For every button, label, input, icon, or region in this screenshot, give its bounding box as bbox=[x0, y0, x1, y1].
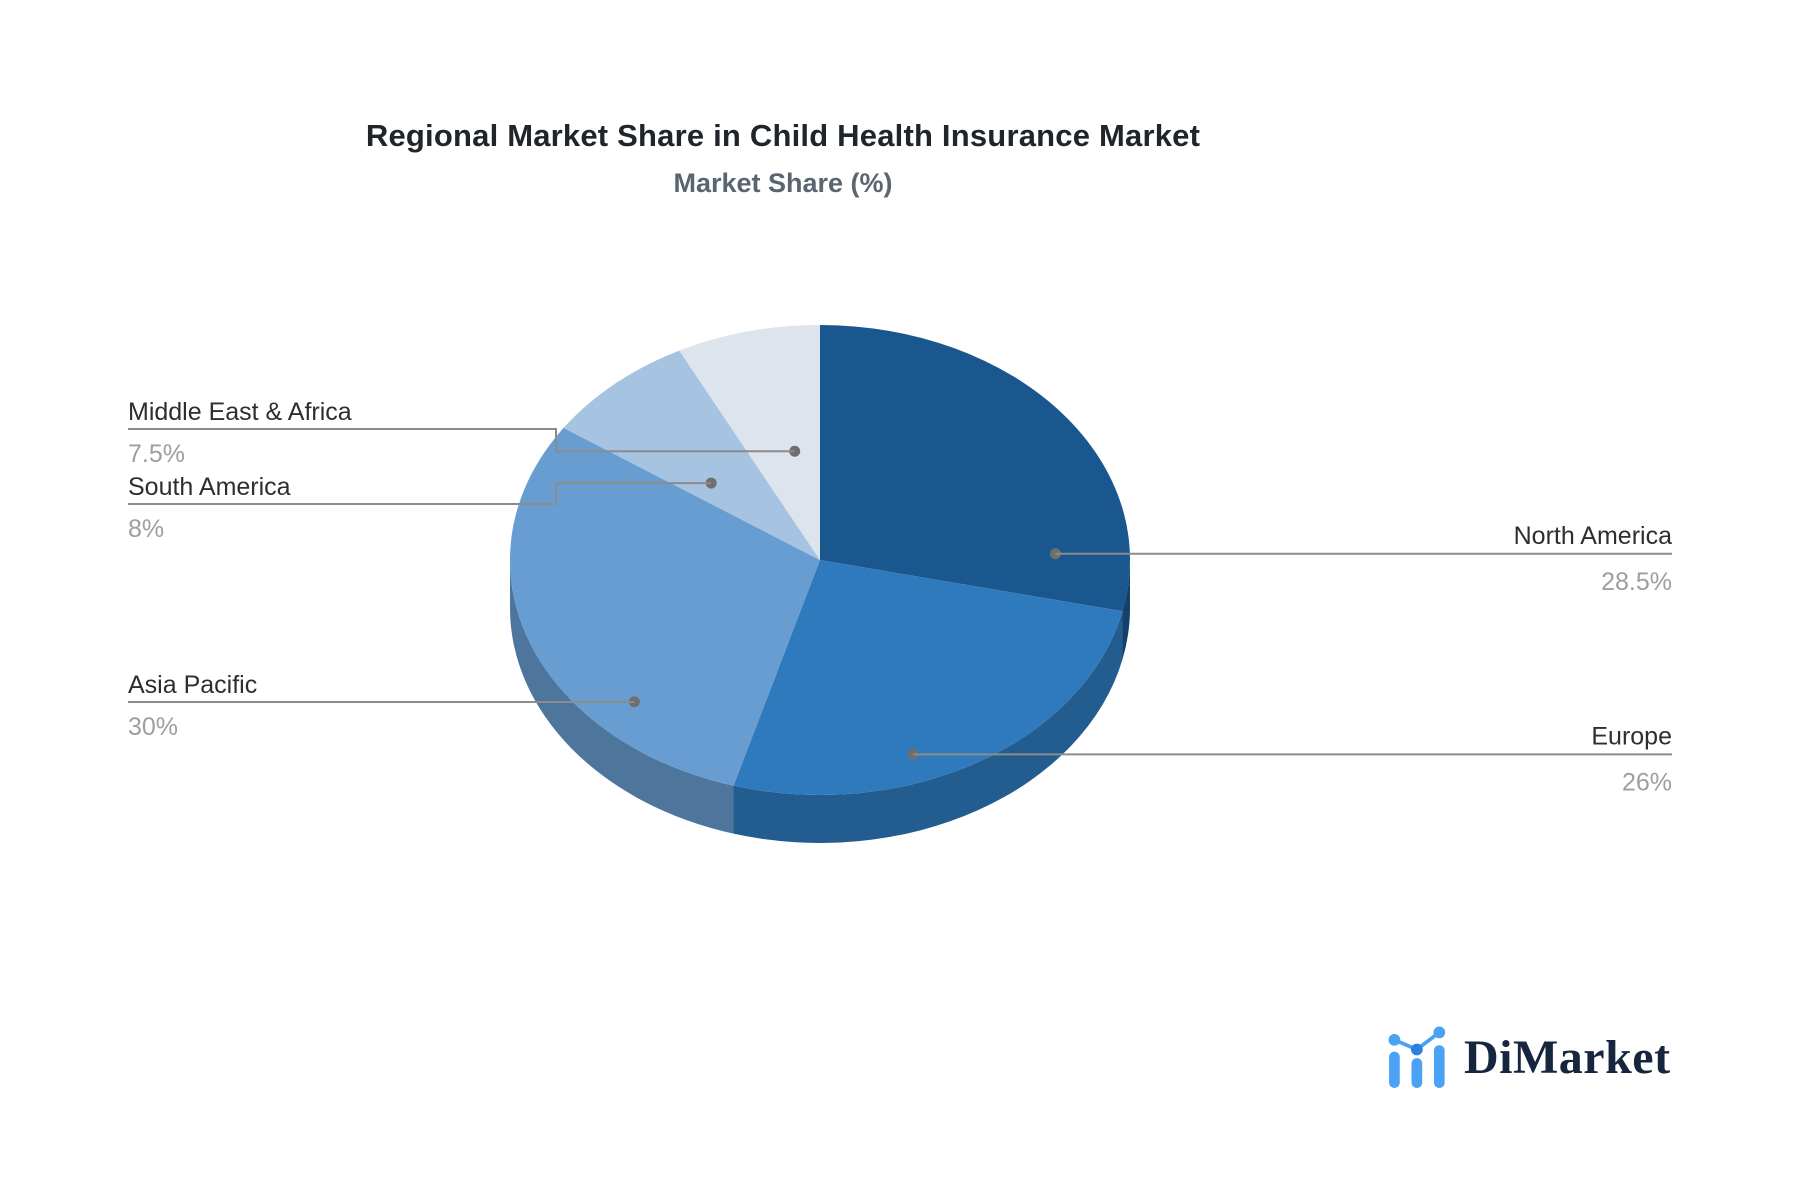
callout-text: Europe bbox=[1591, 722, 1672, 750]
callout-text: 26% bbox=[1622, 768, 1672, 796]
pie-slice-depth bbox=[1122, 560, 1130, 660]
pie-slice-depth bbox=[733, 611, 1123, 843]
callout-text: 7.5% bbox=[128, 440, 185, 468]
callout-text: 30% bbox=[128, 713, 178, 741]
pie-slice-south-america[interactable] bbox=[563, 350, 820, 560]
callout-text: Middle East & Africa bbox=[128, 398, 352, 426]
bar-chart-logo-icon bbox=[1388, 1026, 1446, 1088]
pie-slice-north-america[interactable] bbox=[820, 325, 1130, 612]
callout-text: 28.5% bbox=[1601, 568, 1672, 596]
pie-slice-depth bbox=[510, 560, 734, 834]
pie-slice-middle-east-africa[interactable] bbox=[679, 325, 820, 560]
brand-logo: DiMarket bbox=[1388, 1026, 1671, 1088]
callout-text: Asia Pacific bbox=[128, 671, 257, 699]
leader-line bbox=[128, 428, 795, 453]
leader-line bbox=[128, 482, 712, 505]
callout-text: North America bbox=[1514, 522, 1672, 550]
callout-text: 8% bbox=[128, 515, 164, 543]
pie-slice-asia-pacific[interactable] bbox=[510, 427, 820, 786]
pie-slice-europe[interactable] bbox=[733, 560, 1123, 796]
callout-text: South America bbox=[128, 473, 291, 501]
brand-name: DiMarket bbox=[1464, 1030, 1671, 1084]
chart-subtitle: Market Share (%) bbox=[673, 168, 893, 198]
chart-title: Regional Market Share in Child Health In… bbox=[365, 118, 1201, 153]
